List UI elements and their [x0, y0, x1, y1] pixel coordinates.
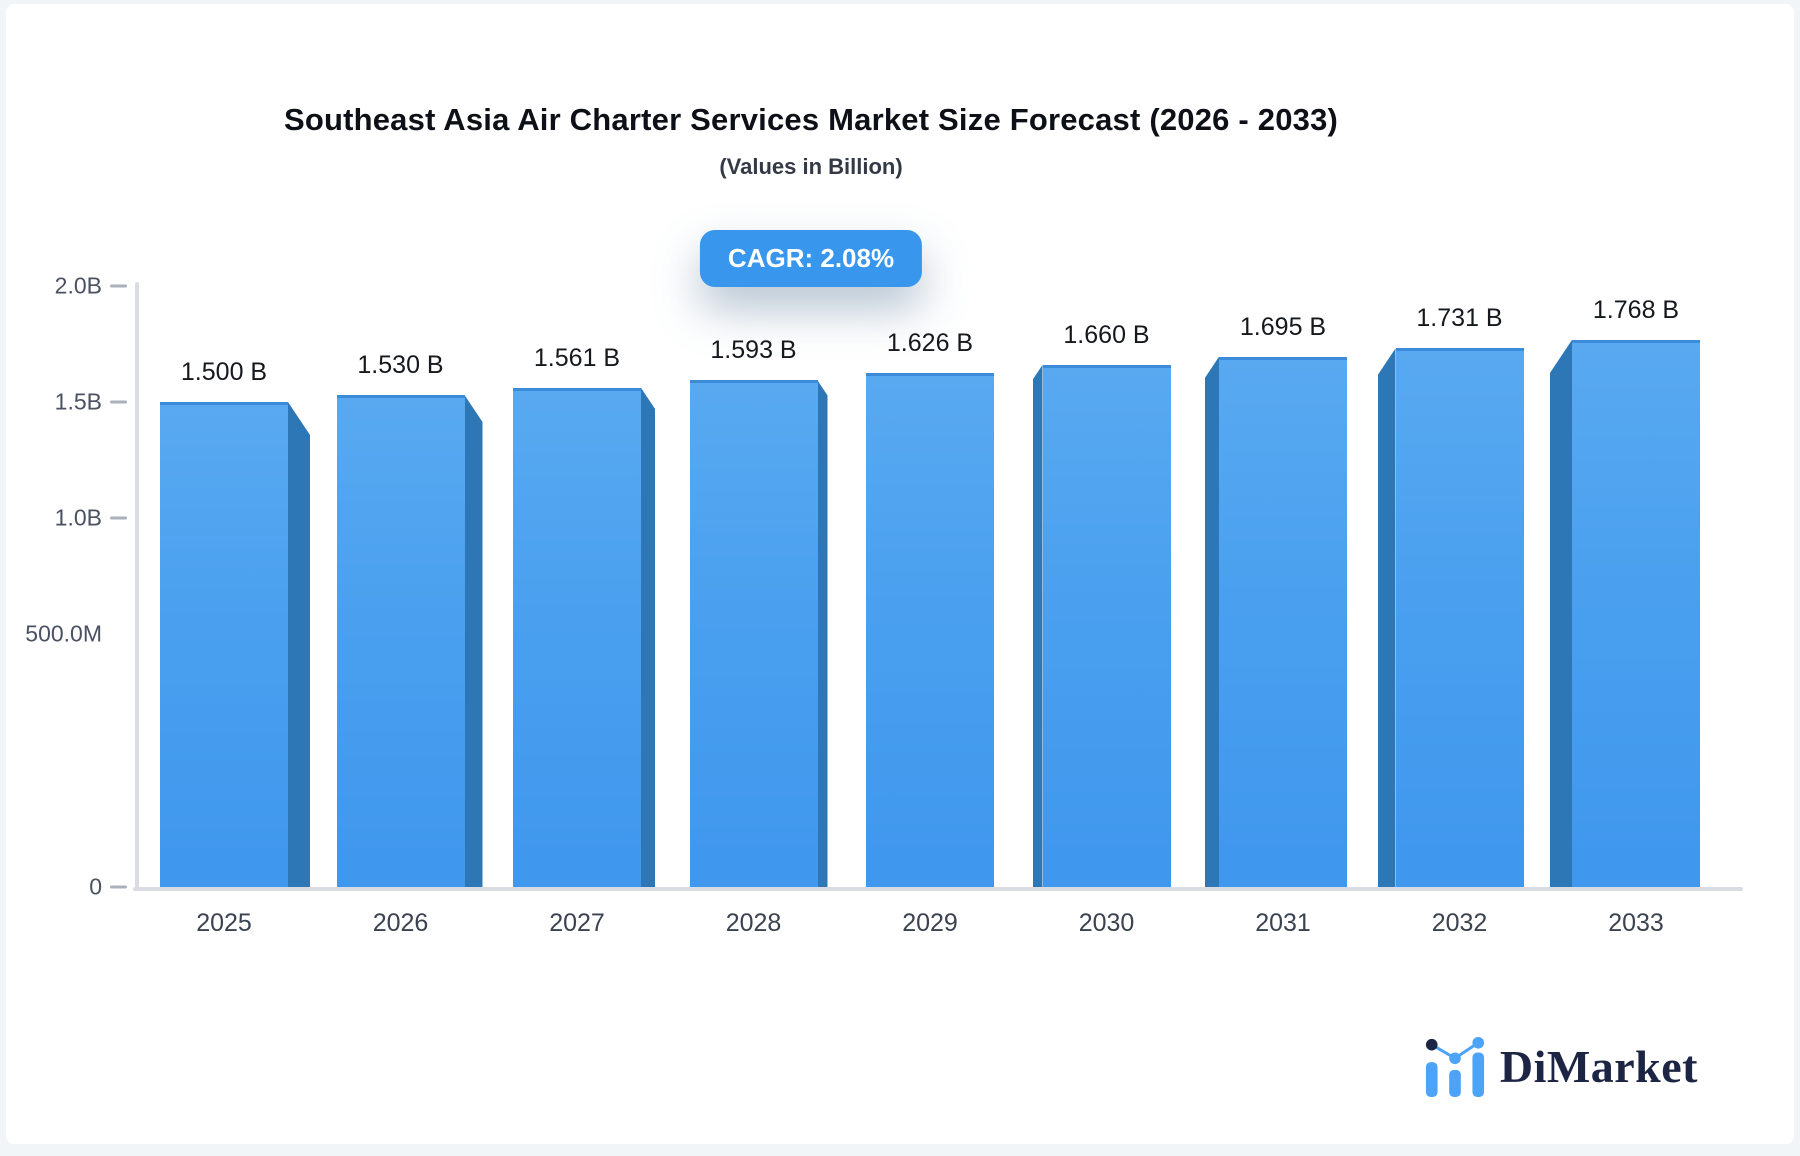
bar-2030 — [1032, 364, 1171, 887]
bar-side — [464, 395, 483, 887]
chart-card: Southeast Asia Air Charter Services Mark… — [6, 4, 1794, 1144]
chart-subtitle: (Values in Billion) — [719, 154, 903, 179]
bar-value-label: 1.660 B — [1063, 320, 1150, 349]
bar-face — [1219, 356, 1347, 887]
brand-logo: DiMarket — [1424, 1032, 1698, 1100]
y-tick-dash — [110, 885, 127, 889]
bar-2029 — [866, 372, 994, 887]
x-axis-line — [133, 887, 1743, 891]
bar-2028 — [689, 380, 828, 887]
bar-face — [336, 395, 465, 887]
bar-face — [1572, 339, 1700, 887]
x-axis-label-2030: 2030 — [1078, 909, 1135, 937]
y-tick-label: 1.0B — [54, 504, 102, 531]
y-tick-label: 1.5B — [54, 388, 102, 415]
bar-side — [641, 387, 655, 887]
y-tick-label: 0 — [89, 873, 102, 900]
chart-stage: Southeast Asia Air Charter Services Mark… — [6, 4, 1794, 1144]
mini-bar-chart-icon — [1425, 1036, 1484, 1097]
bar-side — [288, 402, 310, 887]
bar-value-label: 1.695 B — [1239, 312, 1327, 341]
x-axis-label-2032: 2032 — [1431, 909, 1488, 937]
bar-side — [1205, 356, 1219, 887]
bar-2031 — [1205, 356, 1347, 887]
bar-value-label: 1.593 B — [710, 336, 797, 365]
x-axis-label-2028: 2028 — [725, 909, 782, 937]
bar-value-label: 1.530 B — [357, 351, 444, 380]
bar-value-label: 1.500 B — [180, 358, 268, 386]
bar-2033 — [1550, 339, 1700, 887]
y-tick-label: 2.0B — [54, 272, 102, 299]
y-tick-dash — [110, 516, 127, 520]
bar-2026 — [336, 395, 483, 887]
bar-face — [1042, 364, 1171, 887]
y-axis-line — [135, 282, 139, 891]
bar-side — [1377, 348, 1396, 887]
x-axis-label-2025: 2025 — [196, 909, 252, 937]
bar-side — [817, 380, 828, 887]
bar-side — [1032, 364, 1043, 887]
bar-value-label: 1.731 B — [1416, 304, 1503, 333]
bar-2027 — [513, 387, 655, 887]
y-tick-label: 500.0M — [25, 620, 102, 647]
cagr-badge: CAGR: 2.08% — [699, 230, 923, 287]
bar-face — [689, 380, 818, 887]
bar-face — [1395, 348, 1524, 887]
x-axis-label-2033: 2033 — [1608, 909, 1664, 937]
y-tick-dash — [110, 284, 127, 288]
x-axis-label-2027: 2027 — [549, 909, 605, 937]
bar-side — [1550, 339, 1572, 887]
bar-value-label: 1.768 B — [1592, 295, 1680, 324]
bar-2032 — [1377, 348, 1524, 887]
bar-face — [866, 372, 994, 887]
bar-face — [513, 387, 641, 887]
x-axis-label-2031: 2031 — [1255, 909, 1311, 937]
y-tick-dash — [110, 400, 127, 404]
bar-value-label: 1.626 B — [886, 328, 974, 357]
bar-2025 — [160, 402, 310, 887]
brand-logo-text: DiMarket — [1499, 1040, 1698, 1092]
x-axis-label-2026: 2026 — [372, 909, 429, 937]
chart-title: Southeast Asia Air Charter Services Mark… — [283, 102, 1339, 137]
x-axis-label-2029: 2029 — [902, 909, 958, 937]
bar-value-label: 1.561 B — [533, 343, 621, 372]
bar-face — [160, 402, 288, 887]
